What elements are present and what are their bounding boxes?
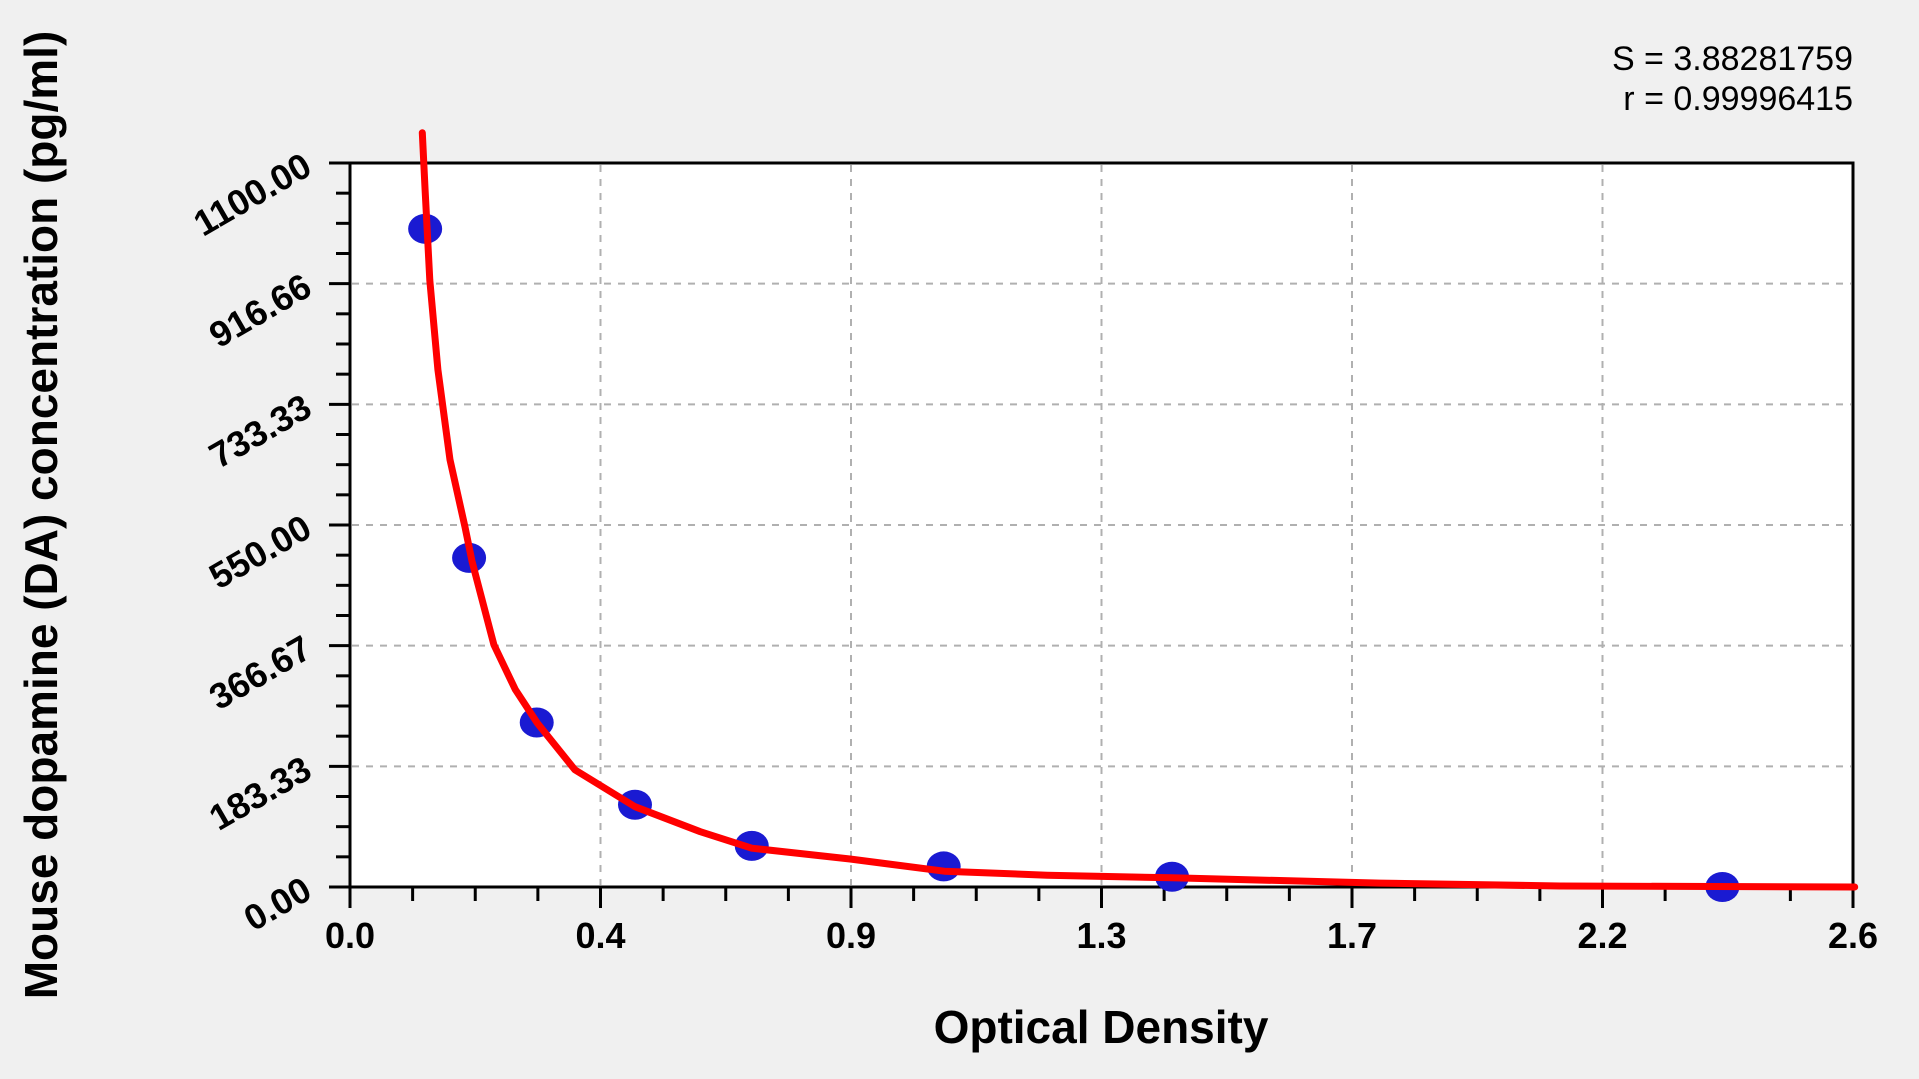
gridlines: [352, 165, 1851, 885]
y-tick-label: 183.33: [202, 748, 318, 839]
y-tick-label: 916.66: [202, 265, 318, 356]
x-tick-label: 2.2: [1577, 915, 1627, 956]
y-tick-label: 0.00: [237, 868, 318, 939]
x-tick-label: 0.0: [325, 915, 375, 956]
y-tick-label: 733.33: [202, 386, 318, 477]
x-tick-label: 0.4: [575, 915, 625, 956]
x-tick-label: 1.7: [1327, 915, 1377, 956]
x-tick-label: 0.9: [826, 915, 876, 956]
y-tick-label: 550.00: [202, 506, 318, 597]
x-axis-title: Optical Density: [934, 1001, 1269, 1053]
x-tick-label: 1.3: [1076, 915, 1126, 956]
stat-r-value: r = 0.99996415: [1623, 80, 1853, 118]
stat-s-value: S = 3.88281759: [1612, 40, 1853, 78]
y-tick-label: 1100.00: [187, 144, 318, 244]
fit-curve: [418, 129, 1859, 891]
fit-curve-path: [418, 129, 1859, 891]
y-tick-label: 366.67: [202, 627, 318, 718]
x-tick-label: 2.6: [1828, 915, 1878, 956]
y-axis-title: Mouse dopamine (DA) concentration (pg/ml…: [15, 31, 67, 1000]
